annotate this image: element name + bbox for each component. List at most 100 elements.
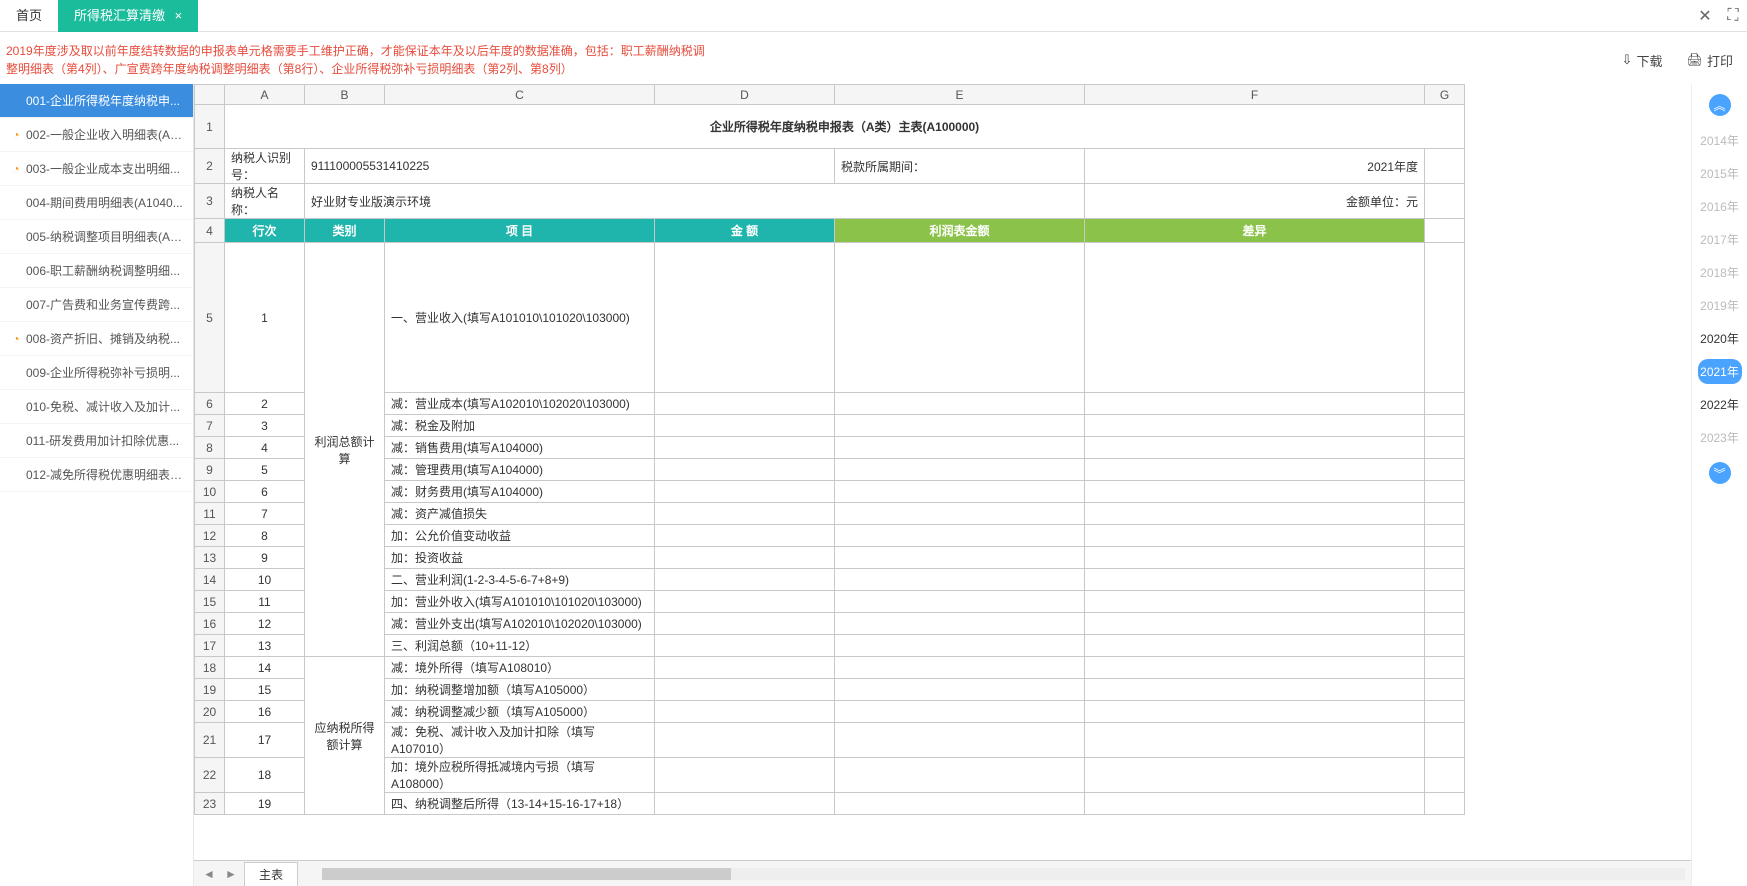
close-icon[interactable]: × — [175, 8, 183, 23]
value-cell[interactable] — [835, 701, 1085, 723]
item-cell[interactable]: 减：资产减值损失 — [385, 503, 655, 525]
year-item[interactable]: 2016年 — [1698, 190, 1742, 223]
row-num[interactable]: 21 — [195, 723, 225, 758]
seq-cell[interactable]: 9 — [225, 547, 305, 569]
value-cell[interactable] — [835, 613, 1085, 635]
item-cell[interactable]: 减：营业成本(填写A102010\102020\103000) — [385, 393, 655, 415]
row-num[interactable]: 12 — [195, 525, 225, 547]
download-button[interactable]: ⇩ 下载 — [1622, 51, 1663, 70]
row-num[interactable]: 16 — [195, 613, 225, 635]
col-D[interactable]: D — [655, 85, 835, 105]
row-num[interactable]: 2 — [195, 149, 225, 184]
item-cell[interactable]: 四、纳税调整后所得（13-14+15-16-17+18） — [385, 793, 655, 815]
sidebar-item[interactable]: ◔003-一般企业成本支出明细... — [0, 152, 193, 186]
row-num[interactable]: 8 — [195, 437, 225, 459]
col-F[interactable]: F — [1085, 85, 1425, 105]
value-cell[interactable] — [835, 679, 1085, 701]
sheet-nav-next[interactable]: ► — [222, 867, 240, 881]
item-cell[interactable]: 减：税金及附加 — [385, 415, 655, 437]
seq-cell[interactable]: 13 — [225, 635, 305, 657]
seq-cell[interactable]: 10 — [225, 569, 305, 591]
seq-cell[interactable]: 19 — [225, 793, 305, 815]
sheet-scroll[interactable]: A B C D E F G 1 企业所得税年度纳税申报表（A类）主表(A1000… — [194, 84, 1691, 860]
sidebar-item[interactable]: ◔002-一般企业收入明细表(A1... — [0, 118, 193, 152]
value-cell[interactable] — [835, 481, 1085, 503]
item-cell[interactable]: 加：投资收益 — [385, 547, 655, 569]
value-cell[interactable] — [835, 437, 1085, 459]
year-item[interactable]: 2014年 — [1698, 124, 1742, 157]
col-A[interactable]: A — [225, 85, 305, 105]
value-cell[interactable] — [1085, 591, 1425, 613]
seq-cell[interactable]: 4 — [225, 437, 305, 459]
row-num[interactable]: 20 — [195, 701, 225, 723]
value-cell[interactable] — [655, 723, 835, 758]
value-cell[interactable] — [1085, 393, 1425, 415]
value-cell[interactable] — [1085, 793, 1425, 815]
value-cell[interactable] — [1085, 635, 1425, 657]
item-cell[interactable]: 加：境外应税所得抵减境内亏损（填写A108000） — [385, 758, 655, 793]
sidebar-item[interactable]: 005-纳税调整项目明细表(A1... — [0, 220, 193, 254]
value-cell[interactable] — [835, 591, 1085, 613]
row-num[interactable]: 15 — [195, 591, 225, 613]
seq-cell[interactable]: 17 — [225, 723, 305, 758]
value-cell[interactable] — [835, 503, 1085, 525]
value-cell[interactable] — [835, 635, 1085, 657]
seq-cell[interactable]: 3 — [225, 415, 305, 437]
row-num[interactable]: 22 — [195, 758, 225, 793]
close-window-icon[interactable]: ✕ — [1691, 2, 1719, 30]
sheet-tab-main[interactable]: 主表 — [244, 862, 298, 886]
row-num[interactable]: 5 — [195, 243, 225, 393]
value-cell[interactable] — [835, 525, 1085, 547]
year-item[interactable]: 2023年 — [1698, 421, 1742, 454]
value-cell[interactable] — [655, 547, 835, 569]
seq-cell[interactable]: 12 — [225, 613, 305, 635]
col-G[interactable]: G — [1425, 85, 1465, 105]
row-num[interactable]: 10 — [195, 481, 225, 503]
year-item[interactable]: 2019年 — [1698, 289, 1742, 322]
value-cell[interactable] — [655, 657, 835, 679]
sidebar-item[interactable]: ◔008-资产折旧、摊销及纳税... — [0, 322, 193, 356]
row-num[interactable]: 11 — [195, 503, 225, 525]
value-cell[interactable] — [655, 591, 835, 613]
value-cell[interactable] — [1085, 657, 1425, 679]
value-cell[interactable] — [1085, 547, 1425, 569]
col-B[interactable]: B — [305, 85, 385, 105]
value-cell[interactable] — [655, 437, 835, 459]
value-cell[interactable] — [655, 459, 835, 481]
seq-cell[interactable]: 5 — [225, 459, 305, 481]
seq-cell[interactable]: 18 — [225, 758, 305, 793]
sidebar-item[interactable]: 006-职工薪酬纳税调整明细... — [0, 254, 193, 288]
item-cell[interactable]: 减：财务费用(填写A104000) — [385, 481, 655, 503]
item-cell[interactable]: 减：管理费用(填写A104000) — [385, 459, 655, 481]
value-cell[interactable] — [1085, 437, 1425, 459]
col-C[interactable]: C — [385, 85, 655, 105]
tab-home[interactable]: 首页 — [0, 0, 58, 32]
value-cell[interactable] — [1085, 459, 1425, 481]
row-num[interactable]: 19 — [195, 679, 225, 701]
horizontal-scrollbar-thumb[interactable] — [322, 868, 731, 880]
row-num[interactable]: 1 — [195, 105, 225, 149]
row-num[interactable]: 13 — [195, 547, 225, 569]
value-cell[interactable] — [655, 569, 835, 591]
value-cell[interactable] — [655, 758, 835, 793]
value-cell[interactable] — [1085, 415, 1425, 437]
value-cell[interactable] — [835, 758, 1085, 793]
item-cell[interactable]: 加：营业外收入(填写A101010\101020\103000) — [385, 591, 655, 613]
row-num[interactable]: 17 — [195, 635, 225, 657]
value-cell[interactable] — [655, 613, 835, 635]
value-cell[interactable] — [655, 393, 835, 415]
item-cell[interactable]: 三、利润总额（10+11-12） — [385, 635, 655, 657]
value-cell[interactable] — [835, 393, 1085, 415]
horizontal-scrollbar[interactable] — [322, 868, 1685, 880]
value-cell[interactable] — [1085, 723, 1425, 758]
value-cell[interactable] — [1085, 243, 1425, 393]
sidebar-item[interactable]: 010-免税、减计收入及加计... — [0, 390, 193, 424]
value-cell[interactable] — [1085, 569, 1425, 591]
sheet-nav-prev[interactable]: ◄ — [200, 867, 218, 881]
sidebar-item[interactable]: 009-企业所得税弥补亏损明... — [0, 356, 193, 390]
seq-cell[interactable]: 15 — [225, 679, 305, 701]
value-cell[interactable] — [1085, 481, 1425, 503]
row-num[interactable]: 6 — [195, 393, 225, 415]
year-item[interactable]: 2018年 — [1698, 256, 1742, 289]
col-E[interactable]: E — [835, 85, 1085, 105]
